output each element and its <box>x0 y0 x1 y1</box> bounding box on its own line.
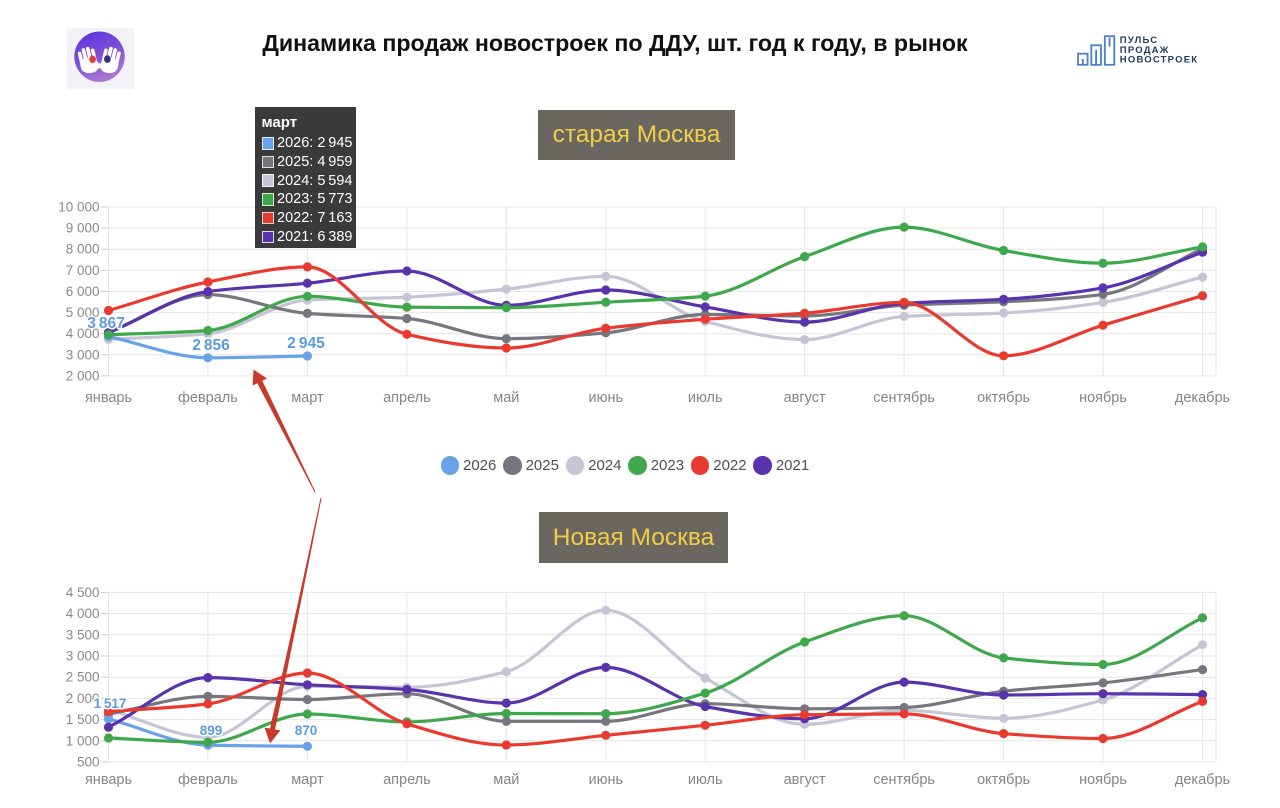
svg-text:июнь: июнь <box>589 772 624 788</box>
svg-text:899: 899 <box>200 723 223 738</box>
svg-text:ноябрь: ноябрь <box>1079 772 1127 788</box>
svg-text:январь: январь <box>85 390 132 406</box>
svg-text:сентябрь: сентябрь <box>873 390 935 406</box>
svg-text:декабрь: декабрь <box>1175 772 1230 788</box>
svg-text:4 500: 4 500 <box>66 585 100 600</box>
svg-text:3 500: 3 500 <box>66 627 100 642</box>
svg-text:НОВОСТРОЕК: НОВОСТРОЕК <box>1120 55 1198 66</box>
svg-text:1 500: 1 500 <box>66 712 100 727</box>
svg-text:август: август <box>784 390 826 406</box>
svg-text:2 000: 2 000 <box>66 691 100 706</box>
svg-text:март: март <box>291 390 324 406</box>
svg-text:2 945: 2 945 <box>287 335 325 352</box>
svg-text:июль: июль <box>688 772 723 788</box>
svg-text:октябрь: октябрь <box>977 772 1030 788</box>
svg-text:500: 500 <box>77 755 100 770</box>
svg-text:октябрь: октябрь <box>977 390 1030 406</box>
svg-text:2 000: 2 000 <box>66 368 100 383</box>
svg-text:февраль: февраль <box>178 772 238 788</box>
svg-text:апрель: апрель <box>383 390 431 406</box>
svg-text:6 000: 6 000 <box>66 284 100 299</box>
svg-text:ноябрь: ноябрь <box>1079 390 1127 406</box>
svg-text:4 000: 4 000 <box>66 326 100 341</box>
svg-text:январь: январь <box>85 772 132 788</box>
svg-text:март: март <box>291 772 324 788</box>
svg-text:май: май <box>493 772 519 788</box>
svg-text:3 000: 3 000 <box>66 347 100 362</box>
svg-text:апрель: апрель <box>383 772 431 788</box>
svg-text:8 000: 8 000 <box>66 242 100 257</box>
svg-text:10 000: 10 000 <box>58 200 99 215</box>
svg-text:июль: июль <box>688 390 723 406</box>
svg-text:4 000: 4 000 <box>66 606 100 621</box>
svg-text:1 517: 1 517 <box>94 696 127 711</box>
svg-text:1 000: 1 000 <box>66 733 100 748</box>
svg-text:сентябрь: сентябрь <box>873 772 935 788</box>
svg-text:май: май <box>493 390 519 406</box>
svg-text:февраль: февраль <box>178 390 238 406</box>
svg-text:5 000: 5 000 <box>66 305 100 320</box>
svg-text:ПУЛЬС: ПУЛЬС <box>1120 35 1159 46</box>
svg-text:3 867: 3 867 <box>87 315 125 332</box>
svg-text:3 000: 3 000 <box>66 649 100 664</box>
svg-text:870: 870 <box>295 723 318 738</box>
svg-text:ПРОДАЖ: ПРОДАЖ <box>1120 45 1170 56</box>
svg-text:декабрь: декабрь <box>1175 390 1230 406</box>
svg-text:август: август <box>784 772 826 788</box>
svg-text:2 856: 2 856 <box>192 337 230 354</box>
svg-text:7 000: 7 000 <box>66 263 100 278</box>
svg-text:9 000: 9 000 <box>66 221 100 236</box>
svg-text:июнь: июнь <box>589 390 624 406</box>
svg-text:2 500: 2 500 <box>66 670 100 685</box>
